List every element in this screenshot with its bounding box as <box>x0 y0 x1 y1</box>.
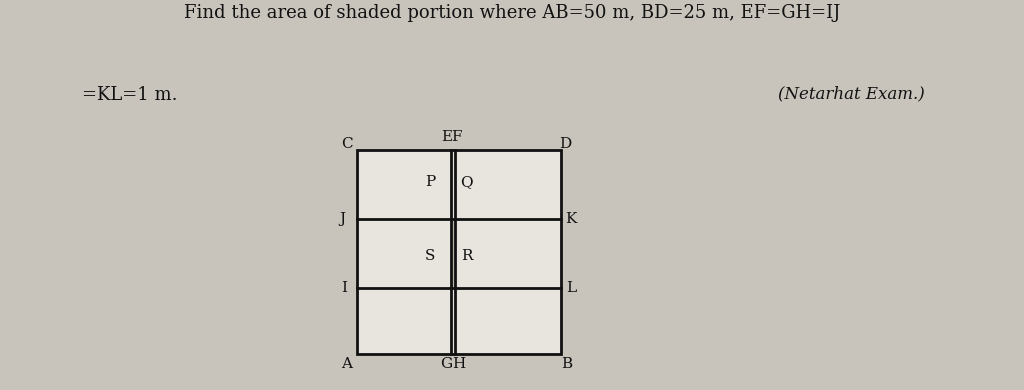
Text: Find the area of shaded portion where AB=50 m, BD=25 m, EF=GH=IJ: Find the area of shaded portion where AB… <box>184 4 840 22</box>
Text: B: B <box>561 357 572 371</box>
Text: S: S <box>425 249 435 263</box>
Bar <box>451 219 455 288</box>
Text: =KL=1 m.: =KL=1 m. <box>82 86 177 104</box>
Text: G: G <box>440 357 453 371</box>
Text: J: J <box>339 212 345 226</box>
Bar <box>356 150 561 354</box>
Text: H: H <box>453 357 465 371</box>
Text: F: F <box>452 130 462 144</box>
Text: E: E <box>441 130 452 144</box>
Bar <box>356 150 561 354</box>
Text: A: A <box>341 357 352 371</box>
Text: (Netarhat Exam.): (Netarhat Exam.) <box>778 86 925 103</box>
Text: L: L <box>566 281 577 295</box>
Text: Q: Q <box>461 175 473 189</box>
Text: R: R <box>461 249 473 263</box>
Text: K: K <box>565 212 577 226</box>
Text: C: C <box>341 136 352 151</box>
Text: I: I <box>342 281 347 295</box>
Text: P: P <box>425 175 435 189</box>
Text: D: D <box>559 136 571 151</box>
